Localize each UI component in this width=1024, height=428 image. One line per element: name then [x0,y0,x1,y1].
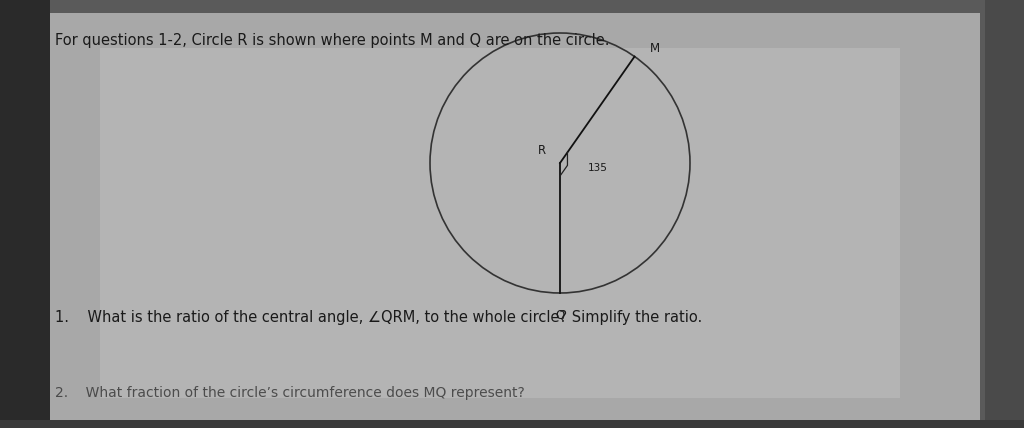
Bar [985,0,1024,428]
FancyBboxPatch shape [30,13,980,423]
Text: 2.    What fraction of the circle’s circumference does MQ represent?: 2. What fraction of the circle’s circumf… [55,386,524,400]
Text: M: M [649,42,659,55]
Text: For questions 1-2, Circle R is shown where points M and Q are on the circle.: For questions 1-2, Circle R is shown whe… [55,33,609,48]
Text: R: R [538,145,546,158]
Text: 1.    What is the ratio of the central angle, ∠QRM, to the whole circle? Simplif: 1. What is the ratio of the central angl… [55,310,702,325]
Text: Q: Q [555,309,564,321]
Bar [0,0,50,428]
Bar [100,48,900,398]
Text: 135: 135 [588,163,608,173]
Bar [0,420,1024,428]
